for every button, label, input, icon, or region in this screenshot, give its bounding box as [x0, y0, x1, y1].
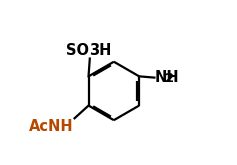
Text: 3H: 3H	[89, 43, 112, 58]
Text: 2: 2	[165, 72, 175, 85]
Text: SO: SO	[66, 43, 89, 58]
Text: NH: NH	[155, 70, 180, 85]
Text: AcNH: AcNH	[29, 119, 74, 134]
